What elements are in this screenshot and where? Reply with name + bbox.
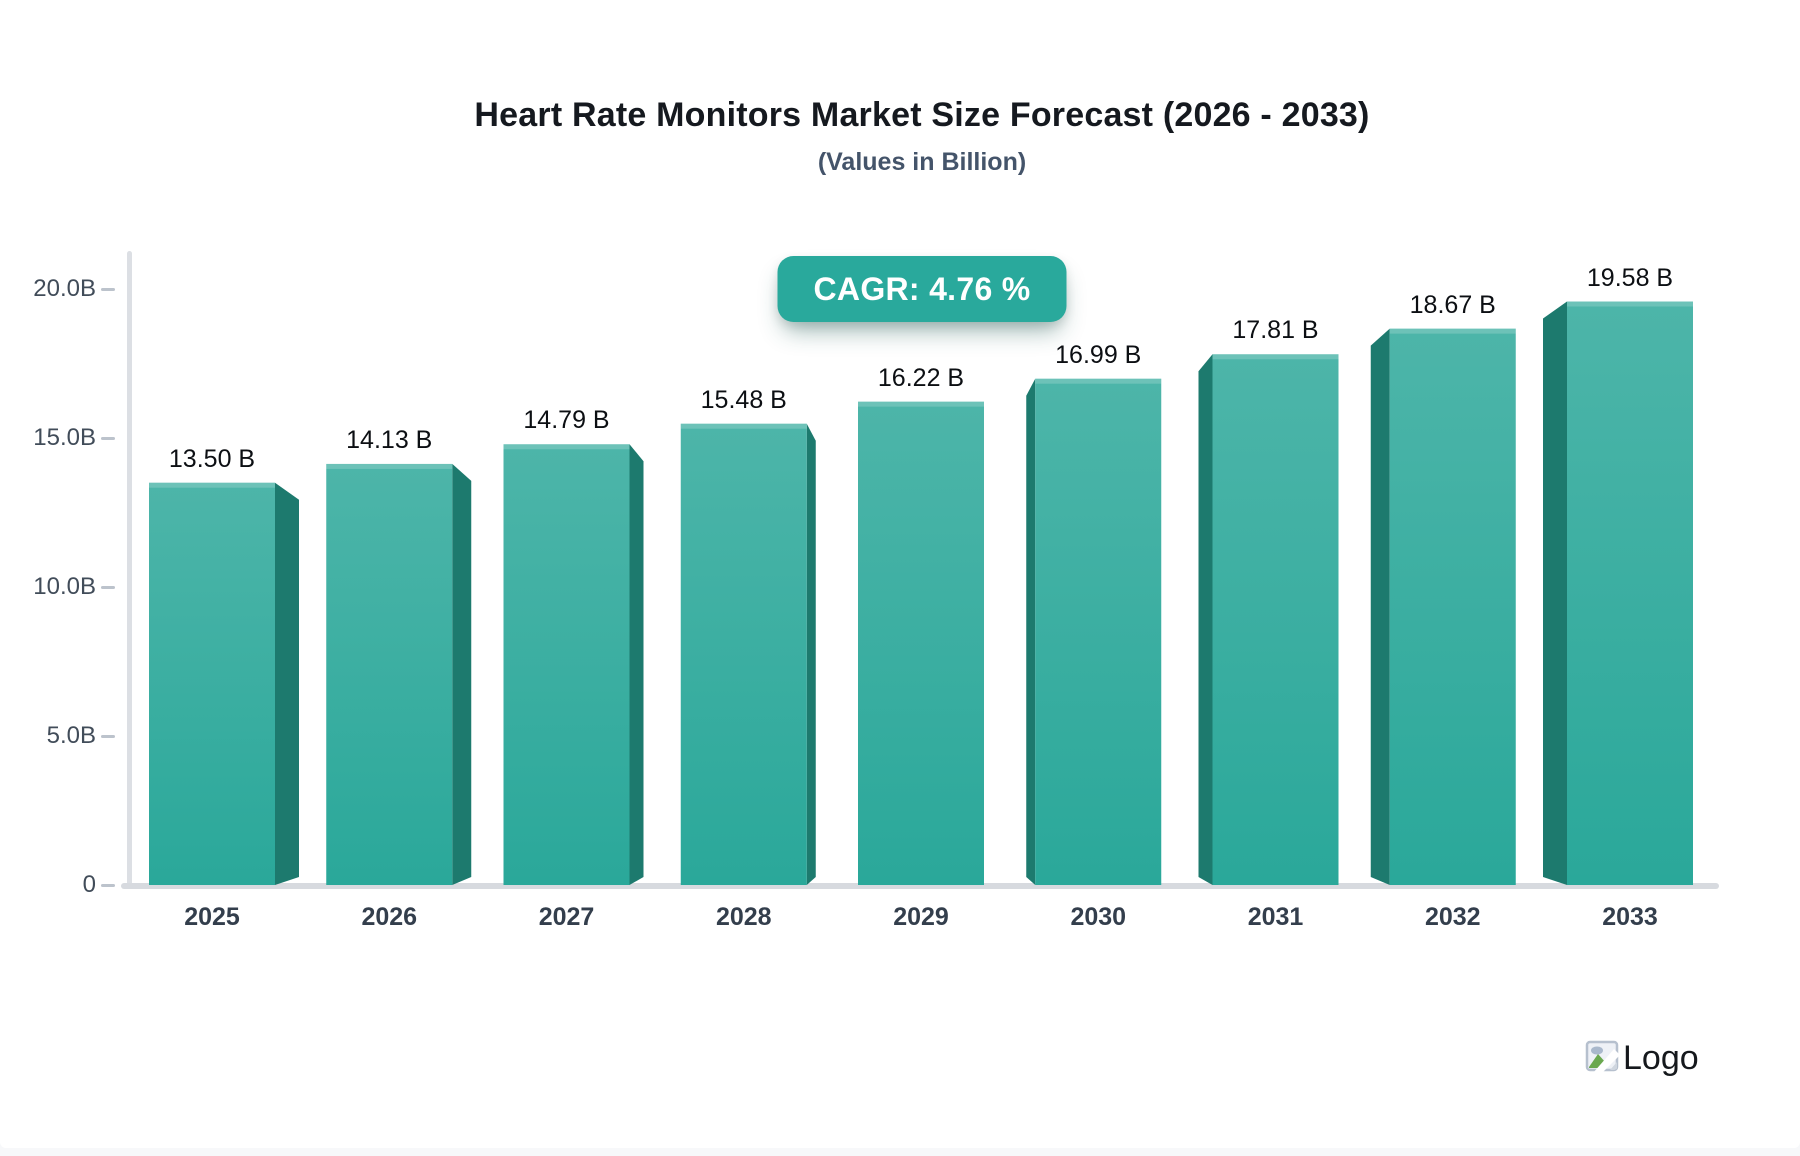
- bar-value-label: 16.22 B: [877, 363, 965, 392]
- bar: [1212, 354, 1339, 886]
- bar: [680, 423, 807, 885]
- bar-side-3d: [1198, 354, 1213, 886]
- logo-text: Logo: [1623, 1039, 1699, 1077]
- bar-side-3d: [275, 482, 299, 885]
- bar: [858, 401, 984, 885]
- y-axis-tick-mark: [101, 884, 115, 887]
- x-axis-line: [121, 883, 1719, 889]
- page-title: Heart Rate Monitors Market Size Forecast…: [474, 96, 1370, 134]
- x-axis-label: 2029: [893, 903, 949, 931]
- bar-side-3d: [629, 444, 644, 885]
- bar-top-edge: [1389, 328, 1516, 334]
- bar-side-3d: [806, 423, 816, 885]
- y-axis-tick-label: 5.0B: [46, 722, 96, 749]
- bar-side-3d: [1543, 301, 1567, 885]
- x-axis-label: 2026: [361, 903, 418, 931]
- bar-value-label: 14.79 B: [523, 406, 610, 435]
- bar: [503, 444, 630, 885]
- bar-top-edge: [858, 401, 984, 407]
- bar-top-edge: [1567, 301, 1693, 307]
- page-subtitle: (Values in Billion): [817, 148, 1027, 176]
- y-axis-tick-label: 0: [82, 871, 96, 898]
- cagr-badge: CAGR: 4.76 %: [777, 256, 1067, 322]
- bar-top-edge: [1212, 354, 1339, 360]
- y-axis-tick-mark: [101, 586, 115, 589]
- bar-value-label: 13.50 B: [168, 444, 256, 473]
- bar-top-edge: [503, 444, 630, 450]
- bar: [1389, 328, 1516, 885]
- bar: [1035, 378, 1162, 885]
- bar-top-edge: [1035, 378, 1162, 384]
- bar-value-label: 17.81 B: [1232, 316, 1319, 345]
- bar-top-edge: [149, 482, 275, 488]
- bar-value-label: 18.67 B: [1409, 290, 1496, 319]
- bar-value-label: 19.58 B: [1586, 263, 1674, 292]
- x-axis-label: 2025: [184, 903, 240, 931]
- logo: Logo: [1585, 1040, 1699, 1076]
- y-axis-tick-label: 20.0B: [33, 275, 96, 302]
- x-axis-label: 2031: [1247, 903, 1304, 931]
- y-axis-tick-mark: [101, 437, 115, 440]
- y-axis-tick-label: 15.0B: [33, 424, 96, 451]
- bar: [1567, 301, 1693, 885]
- broken-image-icon: [1585, 1040, 1620, 1076]
- cagr-badge-label: CAGR: 4.76 %: [813, 270, 1031, 307]
- bar-top-edge: [680, 423, 807, 429]
- x-axis-label: 2032: [1424, 903, 1481, 931]
- bar: [326, 463, 453, 885]
- bar-side-3d: [1026, 378, 1036, 885]
- bar-side-3d: [452, 463, 472, 885]
- y-axis-tick-label: 10.0B: [33, 573, 96, 600]
- x-axis-label: 2028: [715, 903, 772, 931]
- bar-top-edge: [326, 463, 453, 469]
- bar-value-label: 16.99 B: [1055, 340, 1142, 369]
- bar: [149, 482, 275, 885]
- y-axis-line: [127, 251, 132, 889]
- y-axis-tick-mark: [101, 735, 115, 738]
- y-axis-tick-mark: [101, 288, 115, 291]
- x-axis-label: 2030: [1070, 903, 1127, 931]
- x-axis-label: 2027: [538, 903, 595, 931]
- bar-value-label: 15.48 B: [700, 385, 787, 414]
- bar-side-3d: [1370, 328, 1390, 885]
- x-axis-label: 2033: [1602, 903, 1658, 931]
- bar-value-label: 14.13 B: [346, 425, 433, 454]
